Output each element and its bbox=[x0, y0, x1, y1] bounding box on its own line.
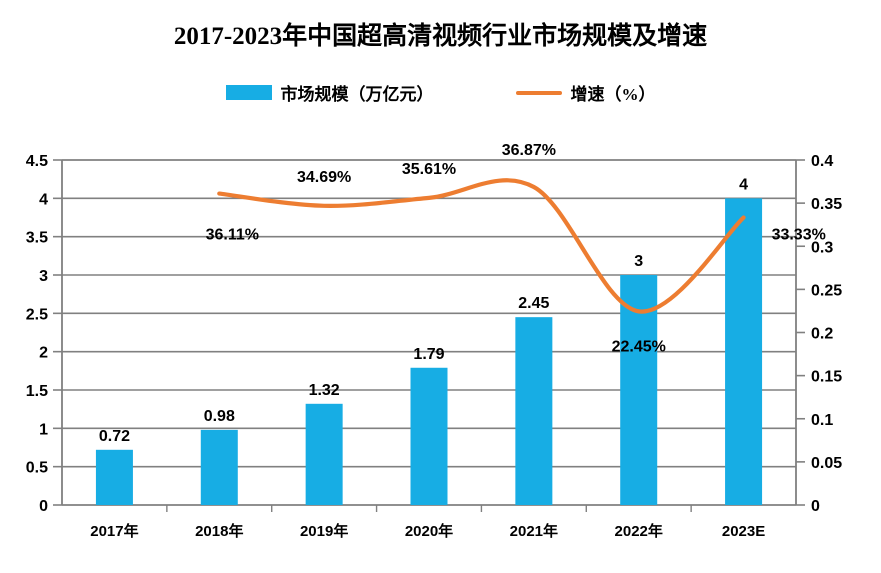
right-axis-tick-label: 0.2 bbox=[811, 326, 833, 343]
bar-value-label: 1.32 bbox=[309, 382, 340, 399]
legend-item-market-size: 市场规模（万亿元） bbox=[225, 80, 434, 105]
category-label: 2022年 bbox=[615, 522, 663, 540]
right-axis-tick-label: 0.4 bbox=[811, 153, 833, 170]
growth-line-group bbox=[217, 178, 746, 314]
category-labels: 2017年 2018年 2019年 2020年 2021年 2022年 2023E bbox=[90, 522, 765, 540]
chart-title: 2017-2023年中国超高清视频行业市场规模及增速 bbox=[173, 23, 708, 50]
bar bbox=[200, 429, 238, 505]
legend-bar-swatch-icon bbox=[225, 85, 272, 100]
left-axis-tick-label: 3.5 bbox=[26, 230, 48, 247]
category-label: 2019年 bbox=[300, 522, 348, 540]
right-axis-tick-label: 0.25 bbox=[811, 282, 842, 299]
chart-legend: 市场规模（万亿元） 增速（%） bbox=[0, 80, 881, 105]
left-axis-tick-label: 1 bbox=[39, 421, 48, 438]
legend-line-swatch-icon bbox=[515, 90, 562, 95]
growth-value-label: 33.33% bbox=[772, 227, 826, 244]
bar-value-label: 1.79 bbox=[413, 346, 444, 363]
growth-value-label: 36.11% bbox=[206, 227, 259, 244]
growth-value-label: 22.45% bbox=[612, 338, 666, 355]
left-axis-ticks: 0 0.5 1 1.5 2 2.5 3 3.5 4 4.5 bbox=[26, 153, 62, 515]
category-label: 2021年 bbox=[510, 522, 558, 540]
left-axis-tick-label: 2.5 bbox=[26, 306, 48, 323]
growth-value-label: 36.87% bbox=[502, 142, 556, 159]
left-axis-tick-label: 0.5 bbox=[26, 460, 48, 477]
category-label: 2020年 bbox=[405, 522, 453, 540]
right-axis-tick-label: 0.15 bbox=[811, 369, 842, 386]
right-axis-tick-label: 0.35 bbox=[811, 196, 842, 213]
right-axis-tick-label: 0.05 bbox=[811, 455, 842, 472]
legend-label-growth-rate: 增速（%） bbox=[570, 85, 656, 104]
bar bbox=[725, 198, 763, 506]
bar-value-label: 4 bbox=[739, 176, 748, 193]
growth-value-labels: 36.11% 34.69% 35.61% 36.87% 22.45% 33.33% bbox=[206, 142, 826, 355]
bar-value-label: 0.98 bbox=[204, 408, 235, 425]
right-axis-tick-label: 0.1 bbox=[811, 412, 833, 429]
legend-label-market-size: 市场规模（万亿元） bbox=[280, 85, 434, 104]
left-axis-tick-label: 4.5 bbox=[26, 153, 48, 170]
bar bbox=[305, 403, 343, 505]
left-axis-tick-label: 2 bbox=[39, 345, 48, 362]
legend-item-growth-rate: 增速（%） bbox=[515, 80, 656, 105]
bar-value-labels: 0.72 0.98 1.32 1.79 2.45 3 4 bbox=[99, 176, 748, 444]
growth-value-label: 35.61% bbox=[402, 161, 456, 178]
category-label: 2018年 bbox=[195, 522, 243, 540]
right-axis-ticks: 0 0.05 0.1 0.15 0.2 0.25 0.3 0.35 0.4 bbox=[796, 153, 842, 515]
bar bbox=[515, 317, 553, 505]
bar-value-label: 2.45 bbox=[518, 295, 549, 312]
left-axis-tick-label: 1.5 bbox=[26, 383, 48, 400]
bar-value-label: 0.72 bbox=[99, 428, 130, 445]
category-label: 2023E bbox=[722, 523, 765, 540]
bar bbox=[95, 449, 133, 505]
bar-value-label: 3 bbox=[634, 253, 643, 270]
category-label: 2017年 bbox=[90, 522, 138, 540]
left-axis-tick-label: 0 bbox=[39, 498, 48, 515]
left-axis-tick-label: 3 bbox=[39, 268, 48, 285]
growth-line bbox=[217, 178, 746, 314]
right-axis-tick-label: 0.3 bbox=[811, 239, 833, 256]
left-axis-tick-label: 4 bbox=[39, 191, 48, 208]
growth-value-label: 34.69% bbox=[297, 169, 351, 186]
bar bbox=[410, 367, 448, 505]
right-axis-tick-label: 0 bbox=[811, 498, 820, 515]
